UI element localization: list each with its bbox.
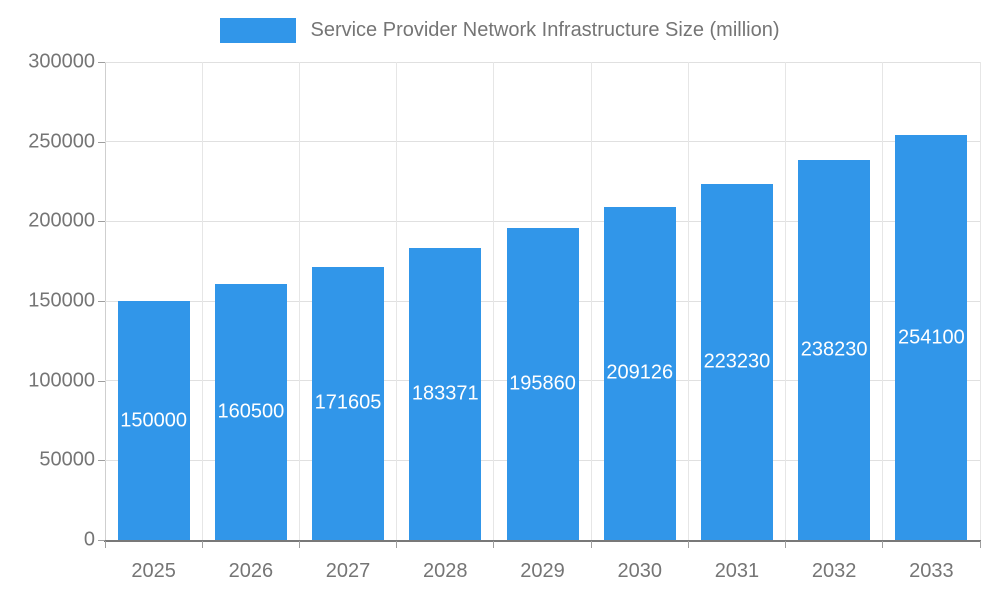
y-axis-label: 100000 (28, 369, 95, 392)
x-axis-label: 2030 (617, 560, 662, 582)
x-axis-tick (396, 541, 398, 548)
h-gridline (105, 220, 980, 222)
x-axis-tick (687, 541, 689, 548)
x-axis-label: 2029 (520, 560, 565, 582)
y-axis-label: 0 (83, 528, 95, 551)
x-axis-tick (493, 541, 495, 548)
x-axis-label: 2025 (131, 560, 176, 582)
y-axis-tick (98, 301, 105, 302)
x-axis-tick (590, 541, 592, 548)
y-axis-tick (98, 141, 105, 143)
v-gridline (882, 62, 884, 540)
y-axis-label: 250000 (28, 130, 95, 153)
chart-title: Service Provider Network Infrastructure … (310, 18, 780, 41)
x-axis-label: 2027 (325, 560, 371, 582)
bar (798, 160, 871, 540)
v-gridline (396, 62, 398, 540)
x-axis-label: 2026 (228, 560, 274, 582)
v-gridline (590, 62, 592, 540)
legend: Service Provider Network Infrastructure … (0, 14, 1000, 46)
plot-area: 150000 160500 171605 183371 195860 209126 2232… (104, 61, 981, 542)
bar (603, 206, 676, 540)
legend-swatch (220, 17, 297, 43)
bar (506, 227, 579, 540)
y-axis-label: 200000 (28, 209, 95, 232)
bar-value-label: 171605 (314, 391, 382, 414)
y-axis-label: 50000 (39, 448, 95, 471)
x-axis-tick (201, 541, 203, 548)
bar (409, 247, 482, 540)
x-axis-label: 2033 (909, 560, 954, 582)
v-gridline (687, 62, 689, 540)
y-axis-tick (98, 221, 105, 223)
bar-value-label: 223230 (703, 350, 771, 373)
h-gridline (105, 141, 980, 143)
x-axis-tick (979, 541, 981, 548)
y-axis-tick (98, 380, 105, 382)
x-axis-tick (785, 541, 787, 548)
y-axis-label: 150000 (28, 289, 95, 312)
bar-value-label: 238230 (800, 338, 868, 361)
x-axis-tick (104, 541, 106, 548)
bar-value-label: 183371 (411, 382, 479, 405)
bar-value-label: 195860 (509, 372, 576, 395)
v-gridline (979, 62, 981, 540)
x-axis-label: 2031 (714, 560, 760, 582)
x-axis-label: 2032 (811, 560, 857, 582)
x-axis-label: 2028 (423, 560, 468, 582)
bar (214, 284, 287, 540)
x-axis-tick (298, 541, 300, 548)
bar-value-label: 160500 (217, 400, 285, 423)
v-gridline (298, 62, 300, 540)
bar (700, 184, 773, 540)
v-gridline (785, 62, 787, 540)
y-axis-tick (98, 460, 105, 462)
bar-value-label: 150000 (120, 409, 187, 431)
bar (895, 135, 968, 540)
bar-value-label: 254100 (898, 326, 965, 349)
bar (312, 266, 385, 540)
y-axis-tick (98, 540, 105, 541)
v-gridline (201, 62, 203, 540)
v-gridline (493, 62, 495, 540)
x-axis-line (104, 540, 981, 542)
h-gridline (105, 61, 980, 63)
bar (117, 301, 190, 540)
x-axis-tick (882, 541, 884, 548)
y-axis-tick (98, 62, 105, 63)
bar-value-label: 209126 (606, 361, 674, 384)
y-axis-label: 300000 (28, 50, 95, 73)
